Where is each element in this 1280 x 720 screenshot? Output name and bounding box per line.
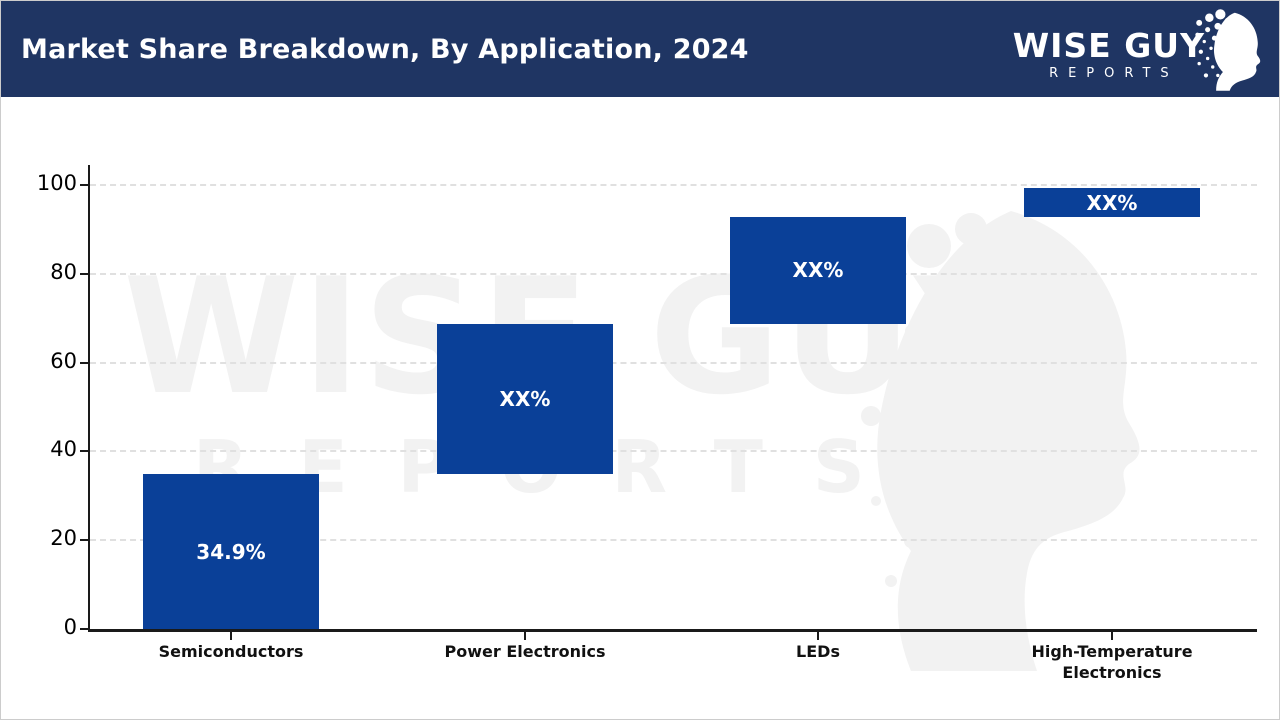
bar-value-label: XX%: [499, 386, 551, 411]
wiseguy-head-icon: [1195, 9, 1261, 91]
bar-segment: 34.9%: [143, 474, 319, 629]
y-axis-tick: [80, 272, 89, 275]
y-gridline: [90, 272, 1257, 275]
y-axis-tick-label: 100: [36, 171, 77, 195]
y-axis-tick-label: 60: [50, 348, 77, 373]
x-category-label: Power Electronics: [444, 642, 606, 661]
y-gridline: [90, 184, 1257, 186]
y-axis-tick: [80, 450, 89, 453]
header-bar: Market Share Breakdown, By Application, …: [1, 1, 1279, 97]
x-category-label: Semiconductors: [158, 642, 304, 661]
y-gridline: [90, 539, 1257, 542]
x-category-label: LEDs: [796, 642, 840, 661]
y-axis-tick-label: 20: [50, 526, 77, 551]
y-axis-tick: [80, 184, 89, 186]
bar-value-label: XX%: [792, 258, 844, 283]
y-axis-tick: [80, 628, 89, 630]
x-axis-line: [88, 629, 1257, 632]
y-gridline: [90, 450, 1257, 453]
bar-segment: XX%: [730, 217, 906, 324]
bar-segment: XX%: [1024, 187, 1200, 218]
brand-logo-text: WISE GUY REPORTS: [1013, 28, 1205, 82]
brand-name: WISE GUY: [1012, 26, 1205, 65]
brand-subtitle: REPORTS: [1049, 66, 1179, 81]
bar-value-label: XX%: [1086, 190, 1138, 215]
x-axis-tick: [817, 632, 819, 640]
bar-value-label: 34.9%: [196, 539, 266, 564]
bar-segment: XX%: [437, 323, 613, 475]
x-axis-tick: [1111, 632, 1113, 640]
y-axis-tick-label: 40: [50, 437, 77, 462]
y-axis-tick: [80, 539, 89, 542]
brand-logo: WISE GUY REPORTS: [1013, 7, 1267, 93]
y-axis-line: [88, 165, 90, 632]
x-category-label: High-Temperature Electronics: [1031, 642, 1193, 682]
y-axis-tick-label: 0: [63, 615, 77, 639]
y-axis-tick-label: 80: [50, 259, 77, 284]
y-axis-tick: [80, 361, 89, 364]
x-axis-tick: [230, 632, 232, 640]
chart-title: Market Share Breakdown, By Application, …: [21, 33, 749, 65]
y-gridline: [90, 361, 1257, 364]
x-axis-tick: [524, 632, 526, 640]
